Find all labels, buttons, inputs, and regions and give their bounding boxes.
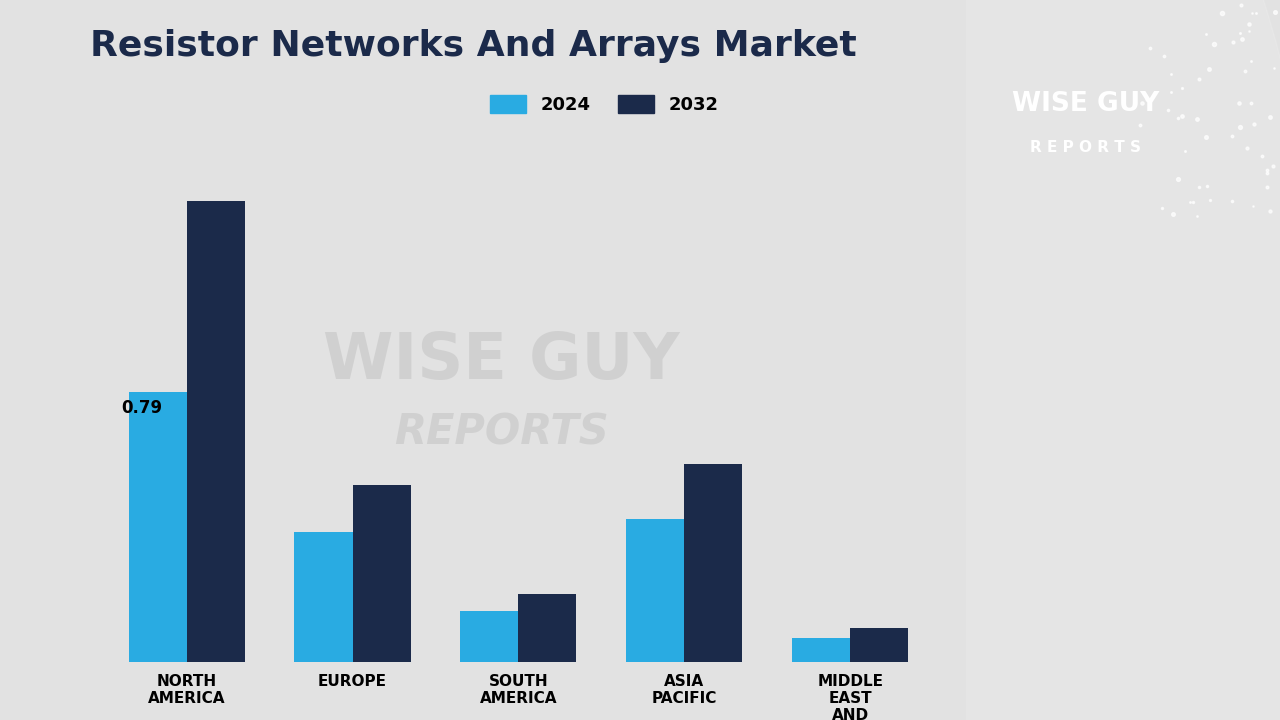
Bar bbox=[850, 628, 909, 662]
Bar bbox=[294, 533, 352, 662]
Bar bbox=[187, 201, 244, 662]
Bar bbox=[461, 611, 518, 662]
Bar bbox=[518, 594, 576, 662]
Text: Resistor Networks And Arrays Market: Resistor Networks And Arrays Market bbox=[90, 29, 856, 63]
Legend: 2024, 2032: 2024, 2032 bbox=[481, 86, 727, 123]
Bar bbox=[685, 464, 742, 662]
Bar bbox=[792, 639, 850, 662]
Bar bbox=[128, 392, 187, 662]
Bar bbox=[352, 485, 411, 662]
Text: 0.79: 0.79 bbox=[122, 399, 163, 417]
Text: REPORTS: REPORTS bbox=[394, 412, 608, 454]
Text: WISE GUY: WISE GUY bbox=[1012, 91, 1160, 117]
Text: R E P O R T S: R E P O R T S bbox=[1030, 140, 1140, 155]
Circle shape bbox=[668, 0, 1280, 720]
Text: WISE GUY: WISE GUY bbox=[323, 330, 680, 392]
Bar bbox=[626, 518, 685, 662]
